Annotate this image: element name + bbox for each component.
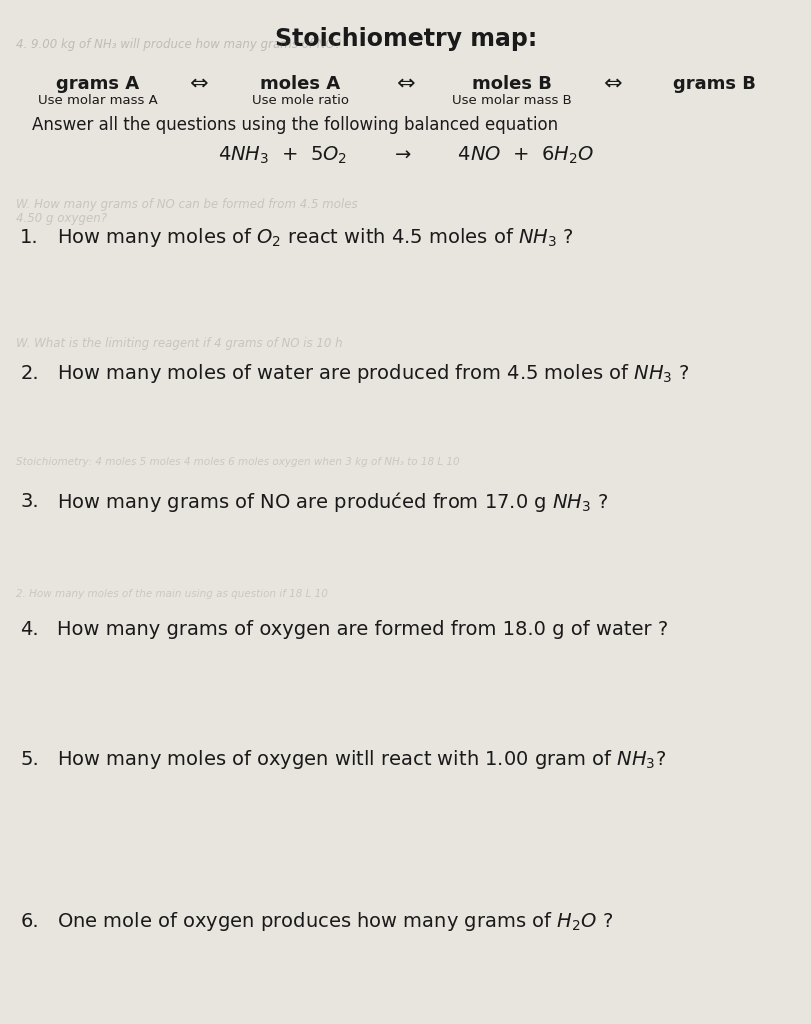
Text: 5.: 5. <box>20 751 39 769</box>
Text: 2.: 2. <box>20 365 39 383</box>
Text: Stoichiometry map:: Stoichiometry map: <box>275 27 536 51</box>
Text: ⇔: ⇔ <box>397 74 414 94</box>
Text: W. What is the limiting reagent if 4 grams of NO is 10 h: W. What is the limiting reagent if 4 gra… <box>16 337 342 349</box>
Text: 1.: 1. <box>20 228 39 247</box>
Text: moles A: moles A <box>260 75 340 93</box>
Text: 4.: 4. <box>20 621 39 639</box>
Text: One mole of oxygen produces how many grams of $H_2O$ ?: One mole of oxygen produces how many gra… <box>57 910 612 933</box>
Text: 4. 9.00 kg of NH₃ will produce how many grams of NO?: 4. 9.00 kg of NH₃ will produce how many … <box>16 38 341 50</box>
Text: 6.: 6. <box>20 912 39 931</box>
Text: How many moles of water are produced from 4.5 moles of $NH_3$ ?: How many moles of water are produced fro… <box>57 362 689 385</box>
Text: $4NH_3$  +  $5O_2$       $\rightarrow$       $4NO$  +  $6H_2O$: $4NH_3$ + $5O_2$ $\rightarrow$ $4NO$ + $… <box>217 145 594 166</box>
Text: ⇔: ⇔ <box>190 74 208 94</box>
Text: How many moles of $O_2$ react with 4.5 moles of $NH_3$ ?: How many moles of $O_2$ react with 4.5 m… <box>57 226 573 249</box>
Text: 4.50 g oxygen?: 4.50 g oxygen? <box>16 212 107 224</box>
Text: grams B: grams B <box>672 75 755 93</box>
Text: Use molar mass A: Use molar mass A <box>37 94 157 106</box>
Text: Use mole ratio: Use mole ratio <box>251 94 349 106</box>
Text: Answer all the questions using the following balanced equation: Answer all the questions using the follo… <box>32 116 558 134</box>
Text: 2. How many moles of the main using as question if 18 L 10: 2. How many moles of the main using as q… <box>16 589 328 599</box>
Text: Stoichiometry: 4 moles 5 moles 4 moles 6 moles oxygen when 3 kg of NH₃ to 18 L 1: Stoichiometry: 4 moles 5 moles 4 moles 6… <box>16 457 459 467</box>
Text: moles B: moles B <box>471 75 551 93</box>
Text: How many grams of oxygen are formed from 18.0 g of water ?: How many grams of oxygen are formed from… <box>57 621 667 639</box>
Text: W. How many grams of NO can be formed from 4.5 moles: W. How many grams of NO can be formed fr… <box>16 199 358 211</box>
Text: grams A: grams A <box>56 75 139 93</box>
Text: Use molar mass B: Use molar mass B <box>451 94 571 106</box>
Text: 3.: 3. <box>20 493 39 511</box>
Text: How many moles of oxygen witll react with 1.00 gram of $NH_3$?: How many moles of oxygen witll react wit… <box>57 749 665 771</box>
Text: How many grams of NO are produćed from 17.0 g $NH_3$ ?: How many grams of NO are produćed from … <box>57 489 607 514</box>
Text: ⇔: ⇔ <box>603 74 621 94</box>
